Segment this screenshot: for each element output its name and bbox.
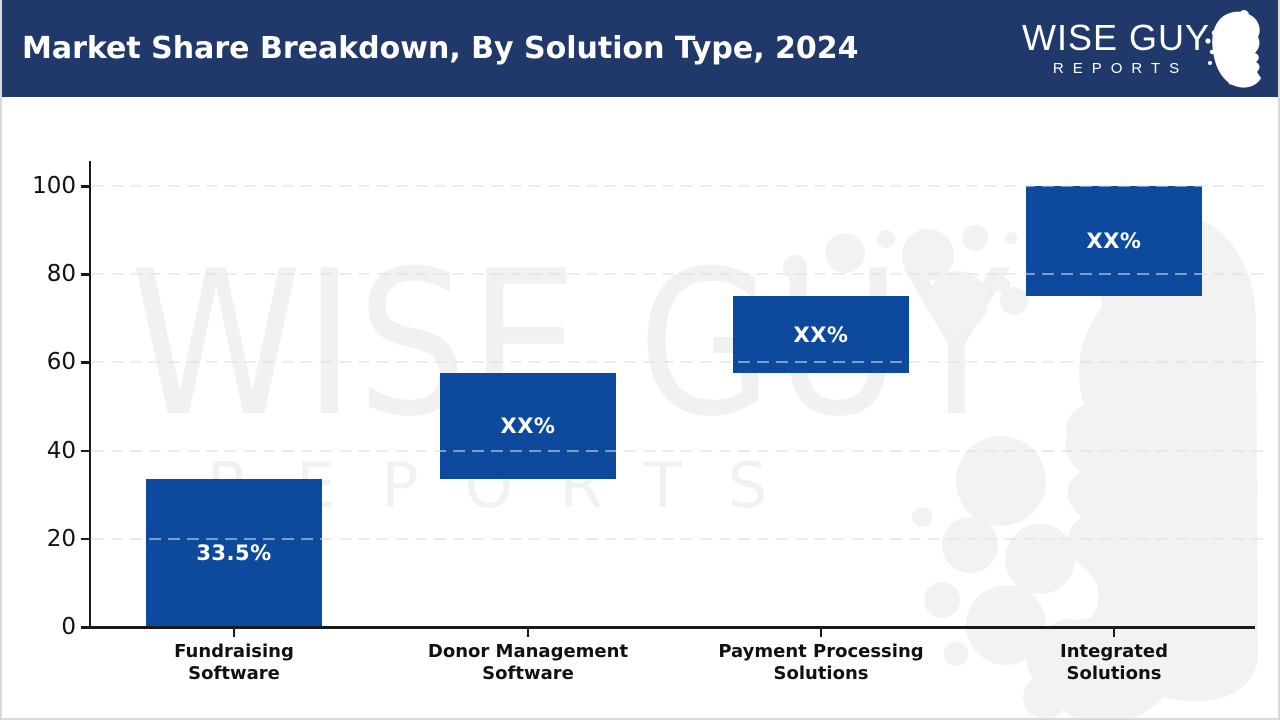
category-label: Donor Management Software: [427, 641, 629, 684]
y-tick: [81, 537, 90, 541]
gridline: [92, 185, 1264, 187]
chart-area: WISE GUY REPORTS 33.5% XX% XX% XX% 0 20 40 60 80…: [2, 97, 1278, 718]
bar-value-label: XX%: [1086, 229, 1142, 254]
bar-segment: XX%: [733, 296, 909, 374]
y-tick-label: 0: [61, 614, 76, 640]
header-bar: Market Share Breakdown, By Solution Type…: [2, 0, 1278, 97]
category-label: Fundraising Software: [174, 641, 294, 684]
gridline: [92, 361, 1264, 364]
bar-segment: 33.5%: [146, 479, 322, 627]
category-label: Payment Processing Solutions: [718, 641, 924, 684]
x-tick: [526, 628, 530, 637]
y-tick-label: 60: [46, 349, 76, 376]
logo-wordmark: WISE GUY: [1021, 17, 1210, 58]
y-tick: [81, 185, 90, 188]
logo-text: WISE GUY REPORTS: [1021, 17, 1210, 78]
y-axis: [88, 161, 91, 629]
x-tick: [232, 628, 236, 637]
gridline: [92, 537, 1264, 540]
watermark-head-icon: [783, 211, 1258, 718]
bar-value-label: XX%: [500, 414, 556, 439]
page-title: Market Share Breakdown, By Solution Type…: [22, 31, 859, 66]
logo-subtitle: REPORTS: [1052, 60, 1189, 77]
x-axis: [82, 625, 1255, 629]
y-tick-label: 100: [32, 173, 76, 199]
y-tick-label: 40: [46, 437, 76, 464]
gridline: [92, 273, 1264, 276]
x-tick: [1112, 628, 1116, 637]
category-label: Integrated Solutions: [1060, 641, 1168, 684]
y-tick: [81, 626, 90, 629]
y-tick: [81, 449, 90, 453]
y-tick-label: 20: [46, 525, 76, 552]
plot-region: 33.5% XX% XX% XX% 0 20 40 60 80 100 Fundraising So…: [2, 97, 1278, 718]
logo-head-icon: [1205, 9, 1261, 88]
bar-value-label: XX%: [793, 322, 849, 347]
y-tick-label: 80: [46, 261, 76, 288]
bar-segment: XX%: [1026, 186, 1202, 297]
x-tick: [819, 628, 823, 637]
bar-segment: XX%: [440, 373, 616, 480]
y-tick: [81, 361, 90, 364]
bar-value-label: 33.5%: [196, 541, 272, 566]
wise-guy-logo: WISE GUY REPORTS: [1022, 9, 1268, 89]
y-tick: [81, 273, 90, 276]
gridline: [92, 449, 1264, 452]
